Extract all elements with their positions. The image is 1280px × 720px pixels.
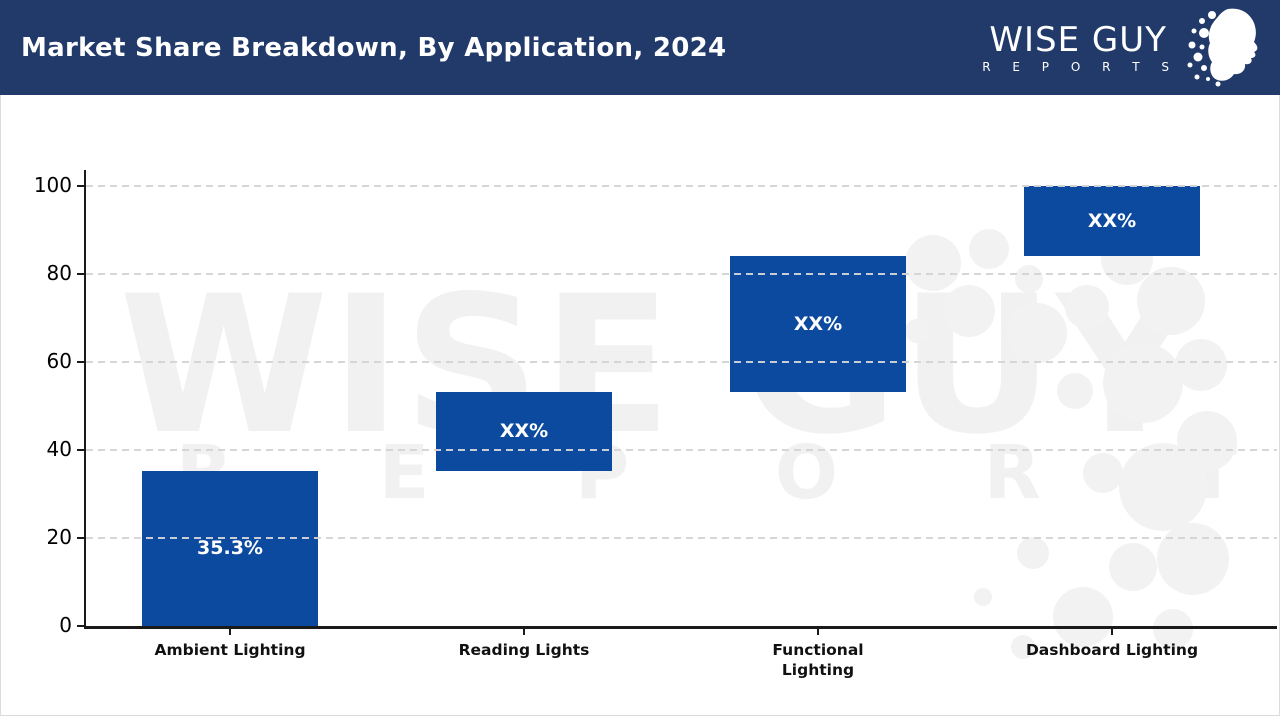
x-tick-mark (817, 627, 819, 635)
logo-head-icon (1184, 5, 1262, 91)
bar-value-label: XX% (1087, 210, 1137, 233)
x-category-label: Ambient Lighting (154, 641, 306, 659)
logo-text: WISE GUY R E P O R T S (978, 23, 1178, 73)
gridline-100 (86, 185, 1277, 187)
x-category-label: Dashboard Lighting (1025, 641, 1199, 659)
y-tick-label: 0 (59, 613, 72, 637)
y-tick-mark (77, 625, 85, 627)
bar-segment: XX% (436, 391, 612, 471)
bar-segment: XX% (1024, 186, 1200, 257)
bar-value-label: XX% (793, 313, 843, 336)
header-bar: Market Share Breakdown, By Application, … (0, 0, 1280, 95)
logo-subtitle: R E P O R T S (982, 59, 1178, 74)
y-tick-mark (77, 361, 85, 363)
gridline-20 (86, 537, 1277, 539)
gridline-40 (86, 449, 1277, 451)
y-tick-label: 100 (33, 173, 72, 197)
gridline-80 (86, 273, 1277, 275)
logo-name: WISE GUY (989, 19, 1167, 60)
x-category-label: Functional Lighting (772, 641, 864, 680)
y-tick-mark (77, 449, 85, 451)
bar-segment: 35.3% (142, 470, 318, 626)
bar-value-label: 35.3% (197, 537, 263, 560)
gridline-60 (86, 361, 1277, 363)
y-tick-label: 60 (46, 349, 72, 373)
y-tick-label: 80 (46, 261, 72, 285)
x-tick-mark (523, 627, 525, 635)
page-title: Market Share Breakdown, By Application, … (21, 32, 727, 63)
x-tick-mark (1111, 627, 1113, 635)
y-tick-mark (77, 537, 85, 539)
wise-guy-logo: WISE GUY R E P O R T S (978, 5, 1280, 91)
watermark-wise-guy: WISE GUY (119, 255, 1196, 476)
x-category-label: Reading Lights (458, 641, 590, 659)
bar-segment: XX% (730, 256, 906, 392)
bar-value-label: XX% (499, 420, 549, 443)
y-tick-mark (77, 185, 85, 187)
y-tick-mark (77, 273, 85, 275)
y-tick-label: 20 (46, 525, 72, 549)
y-axis-line (84, 170, 86, 628)
y-tick-label: 40 (46, 437, 72, 461)
x-tick-mark (229, 627, 231, 635)
x-axis-line (84, 626, 1277, 629)
watermark-head-dots (871, 215, 1251, 699)
